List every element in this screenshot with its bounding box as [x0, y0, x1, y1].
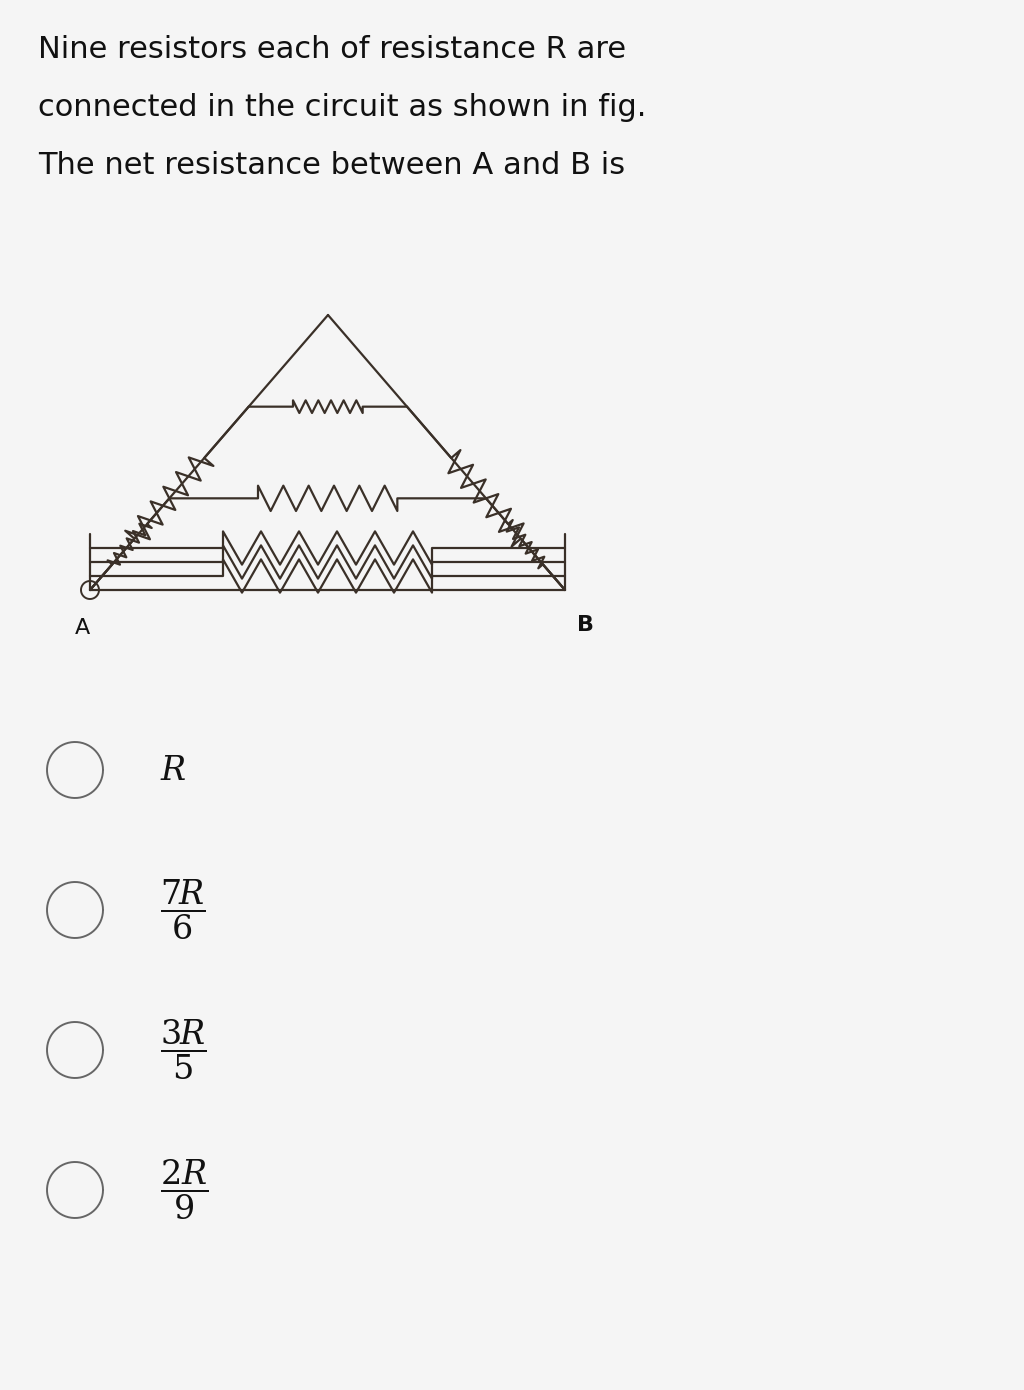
Text: $R$: $R$ — [160, 753, 186, 787]
Text: A: A — [75, 619, 90, 638]
Text: Nine resistors each of resistance R are: Nine resistors each of resistance R are — [38, 35, 626, 64]
Text: $\dfrac{3R}{5}$: $\dfrac{3R}{5}$ — [160, 1017, 207, 1083]
Text: B: B — [577, 614, 594, 635]
Text: connected in the circuit as shown in fig.: connected in the circuit as shown in fig… — [38, 93, 646, 122]
Text: $\dfrac{2R}{9}$: $\dfrac{2R}{9}$ — [160, 1158, 208, 1222]
Text: The net resistance between A and B is: The net resistance between A and B is — [38, 152, 625, 179]
Text: $\dfrac{7R}{6}$: $\dfrac{7R}{6}$ — [160, 878, 206, 942]
